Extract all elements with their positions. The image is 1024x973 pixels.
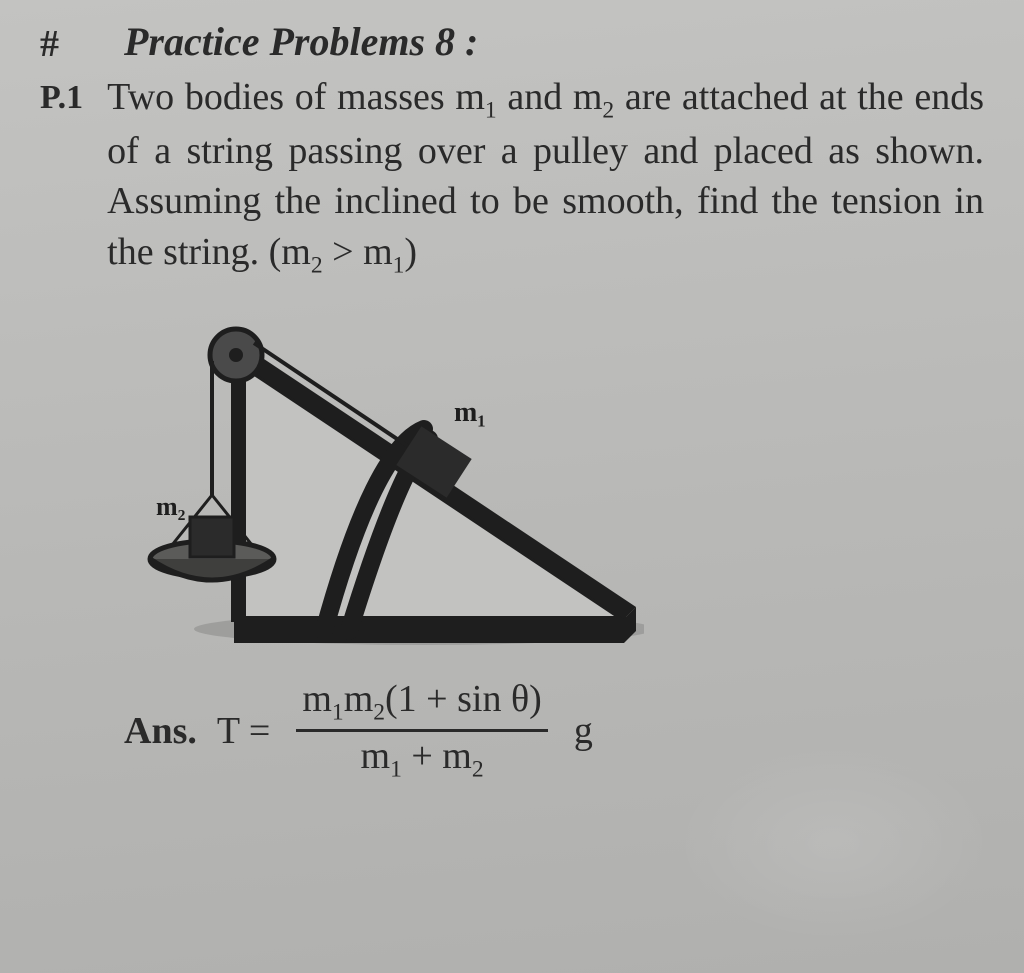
problem-text: Two bodies of masses m1 and m2 are attac…	[107, 72, 984, 282]
section-title: Practice Problems 8 :	[124, 18, 478, 66]
fraction-bar	[296, 729, 547, 732]
answer-label: Ans.	[124, 709, 197, 753]
pulley	[210, 329, 262, 381]
answer-fraction: m1m2(1 + sin θ) m1 + m2	[296, 677, 547, 784]
label-m1: m₁	[454, 397, 486, 428]
answer: Ans. T = m1m2(1 + sin θ) m1 + m2 g	[124, 677, 984, 784]
label-m2: m₂	[156, 492, 186, 521]
section-marker: #	[40, 18, 100, 68]
incline-pulley-diagram: m₁ m₂	[124, 299, 644, 659]
page: # Practice Problems 8 : P.1 Two bodies o…	[0, 0, 1024, 973]
answer-numerator: m1m2(1 + sin θ)	[296, 677, 547, 727]
answer-lhs: T =	[217, 709, 270, 753]
incline	[234, 347, 636, 643]
problem-row: P.1 Two bodies of masses m1 and m2 are a…	[40, 72, 984, 282]
answer-denominator: m1 + m2	[355, 734, 490, 784]
answer-tail: g	[574, 709, 593, 753]
problem-number: P.1	[40, 72, 83, 120]
heading-row: # Practice Problems 8 :	[40, 18, 984, 68]
figure: m₁ m₂	[124, 299, 644, 659]
